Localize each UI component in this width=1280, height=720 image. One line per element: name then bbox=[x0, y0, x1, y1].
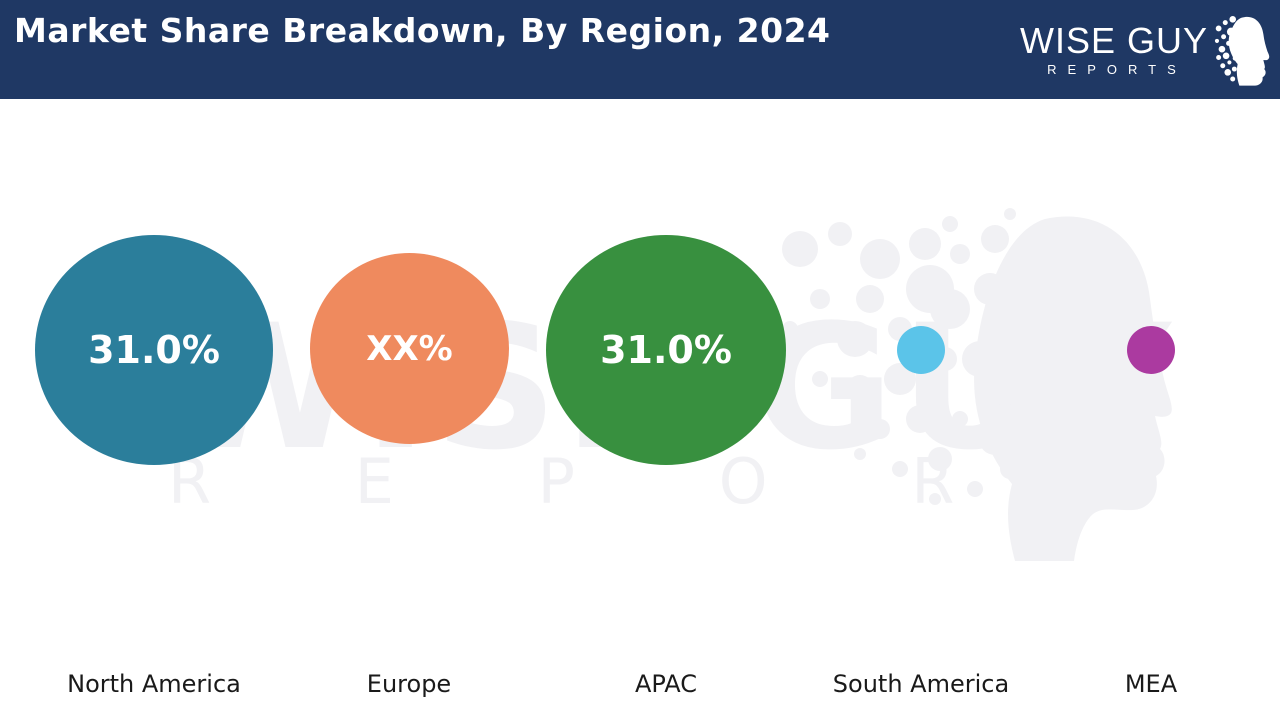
bubble-mea bbox=[1127, 326, 1175, 374]
region-label-south-america: South America bbox=[832, 670, 1010, 698]
bubble-value-label-apac: 31.0% bbox=[600, 328, 732, 372]
bubble-south-america bbox=[897, 326, 945, 374]
region-label-apac: APAC bbox=[634, 670, 698, 698]
bubble-north-america: 31.0% bbox=[35, 235, 273, 465]
region-label-mea: MEA bbox=[1124, 670, 1178, 698]
chart-area: WISE GUY R E P O R T S bbox=[0, 99, 1280, 720]
bubble-europe: XX% bbox=[310, 253, 509, 444]
region-label-europe: Europe bbox=[366, 670, 452, 698]
logo-wordmark-line1: WISE GUY bbox=[1019, 20, 1208, 61]
page-title: Market Share Breakdown, By Region, 2024 bbox=[14, 11, 831, 50]
header: Market Share Breakdown, By Region, 2024 … bbox=[0, 0, 1280, 99]
region-label-north-america: North America bbox=[67, 670, 241, 698]
logo-wordmark-line2: REPORTS bbox=[1047, 62, 1187, 77]
bubble-value-label-europe: XX% bbox=[366, 328, 453, 369]
logo-wordmark: WISE GUY REPORTS bbox=[1019, 20, 1208, 78]
bubble-value-label-north-america: 31.0% bbox=[88, 328, 220, 372]
wise-guy-logo: WISE GUY REPORTS bbox=[1020, 6, 1270, 94]
dotted-face-profile-icon bbox=[1214, 16, 1270, 86]
bubble-apac: 31.0% bbox=[546, 235, 786, 465]
